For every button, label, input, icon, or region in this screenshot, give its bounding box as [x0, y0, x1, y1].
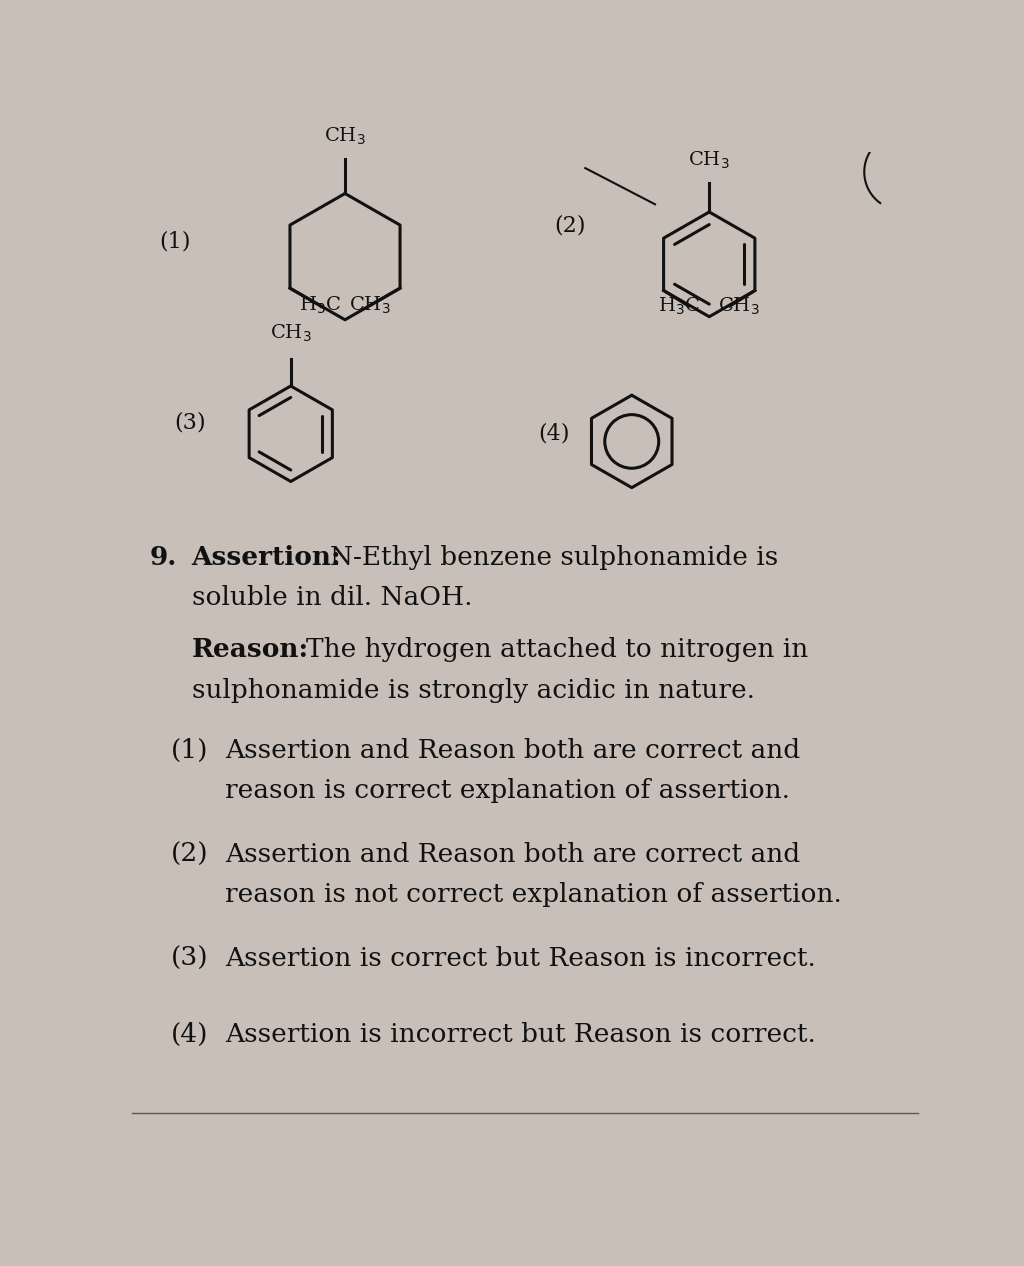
Text: soluble in dil. NaOH.: soluble in dil. NaOH. [191, 585, 472, 610]
Text: Reason:: Reason: [191, 638, 308, 662]
Text: reason is not correct explanation of assertion.: reason is not correct explanation of ass… [225, 881, 842, 906]
Text: (2): (2) [554, 215, 586, 237]
Text: (1): (1) [171, 738, 208, 762]
Text: CH$_3$: CH$_3$ [718, 295, 760, 316]
Text: Assertion and Reason both are correct and: Assertion and Reason both are correct an… [225, 738, 800, 762]
Text: Assertion and Reason both are correct and: Assertion and Reason both are correct an… [225, 842, 800, 867]
Text: CH$_3$: CH$_3$ [349, 295, 390, 315]
Text: (3): (3) [174, 411, 206, 433]
Text: CH$_3$: CH$_3$ [270, 323, 311, 343]
Text: H$_3$C: H$_3$C [658, 295, 700, 316]
Text: Assertion is incorrect but Reason is correct.: Assertion is incorrect but Reason is cor… [225, 1022, 816, 1047]
Text: (2): (2) [171, 842, 208, 867]
Text: (4): (4) [171, 1022, 208, 1047]
Text: 9.: 9. [150, 546, 177, 571]
Text: N-Ethyl benzene sulphonamide is: N-Ethyl benzene sulphonamide is [330, 546, 778, 571]
Text: Assertion is correct but Reason is incorrect.: Assertion is correct but Reason is incor… [225, 946, 816, 971]
Text: CH$_3$: CH$_3$ [688, 149, 730, 171]
Text: (4): (4) [539, 423, 570, 444]
Text: (3): (3) [171, 946, 208, 971]
Text: H$_3$C: H$_3$C [299, 295, 341, 315]
Text: (1): (1) [159, 230, 190, 252]
Text: reason is correct explanation of assertion.: reason is correct explanation of asserti… [225, 777, 790, 803]
Text: sulphonamide is strongly acidic in nature.: sulphonamide is strongly acidic in natur… [191, 677, 755, 703]
Text: Assertion:: Assertion: [191, 546, 341, 571]
Text: CH$_3$: CH$_3$ [325, 127, 366, 147]
Text: The hydrogen attached to nitrogen in: The hydrogen attached to nitrogen in [306, 638, 809, 662]
